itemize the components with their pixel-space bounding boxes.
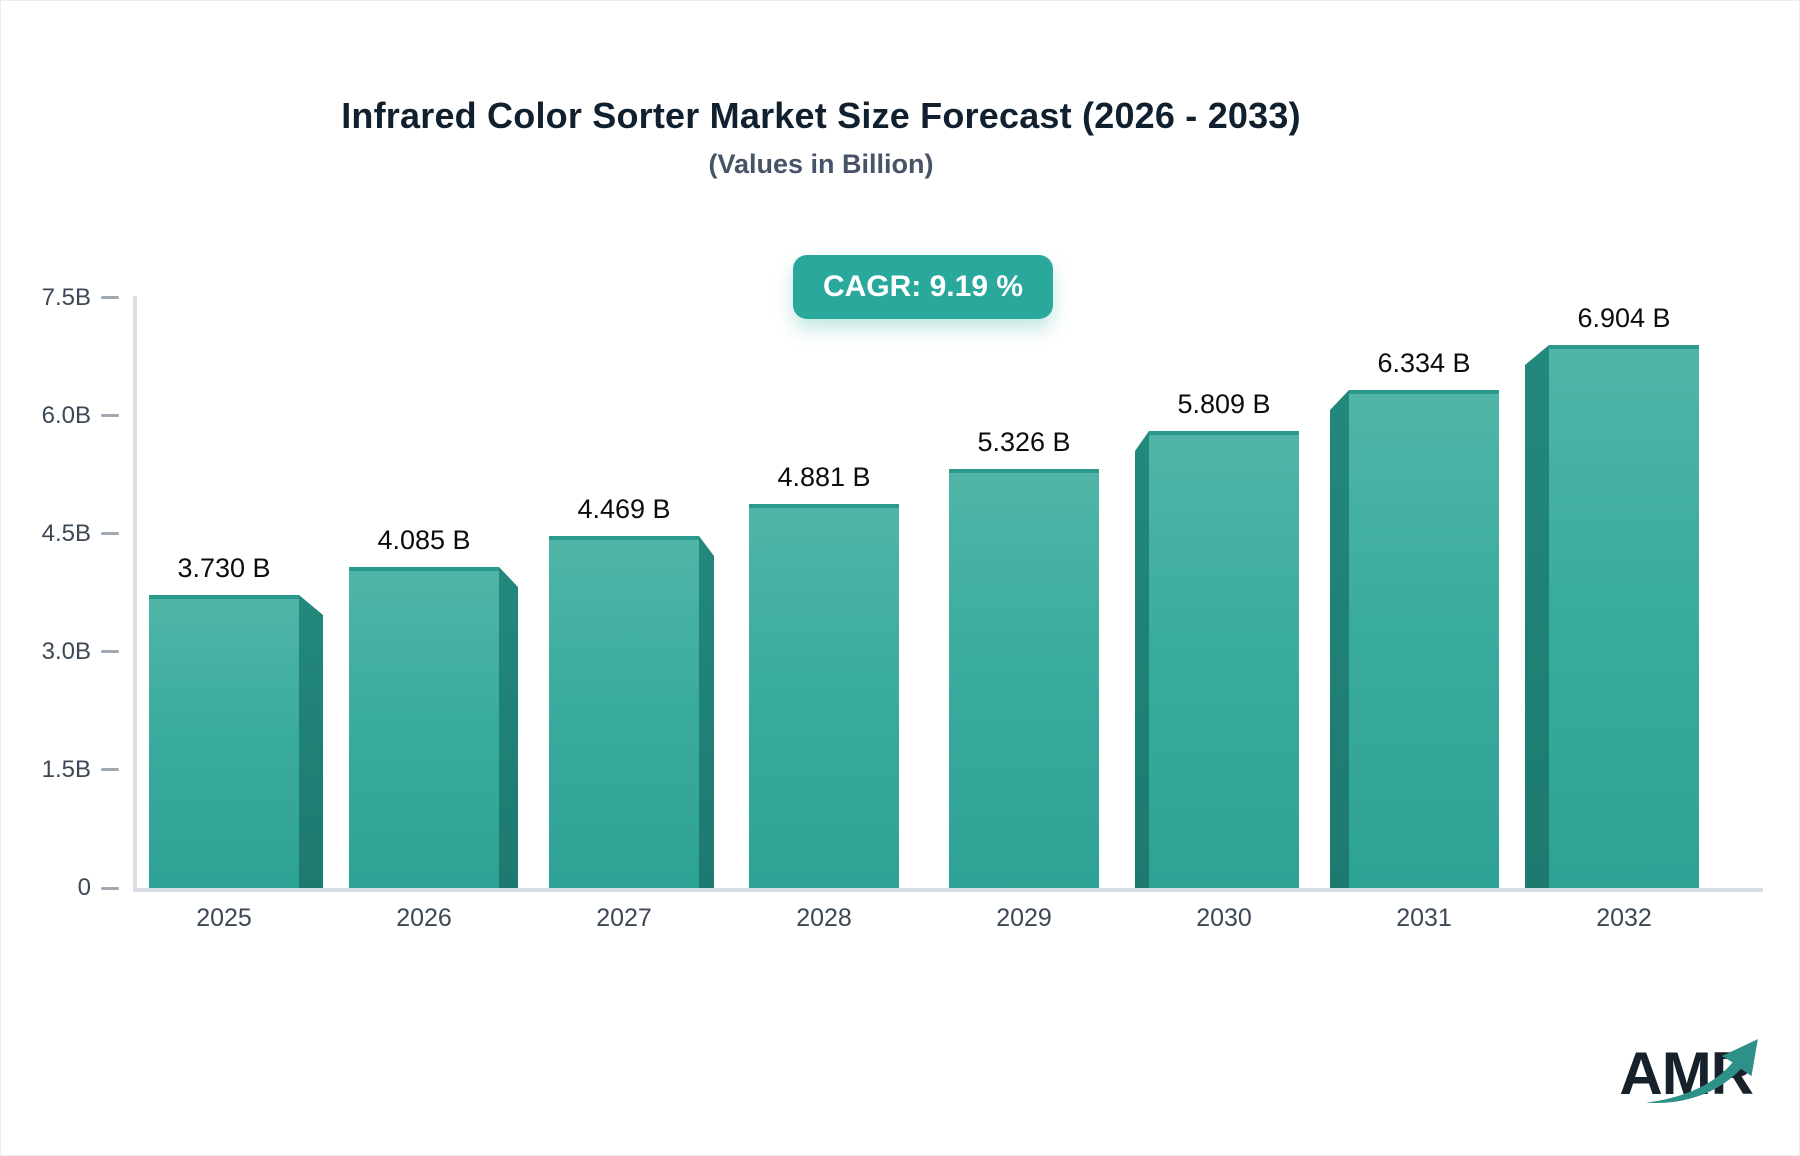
y-tick-label: 6.0B	[41, 401, 91, 429]
bar-2026	[349, 567, 499, 888]
bar-value-label: 4.085 B	[377, 525, 471, 555]
bar-3d-side	[1330, 390, 1349, 888]
bar-value-label: 4.881 B	[777, 462, 871, 492]
bar-value-label: 3.730 B	[177, 553, 271, 583]
y-tick-label: 1.5B	[41, 755, 91, 783]
y-tick-label: 0	[77, 874, 91, 901]
x-tick-label: 2030	[1196, 904, 1252, 932]
bar-2031	[1349, 390, 1499, 888]
x-tick-label: 2029	[996, 904, 1052, 932]
bar-2030	[1149, 431, 1299, 888]
chart-subtitle: (Values in Billion)	[708, 149, 934, 179]
x-tick-label: 2026	[396, 904, 452, 932]
y-tick-label: 7.5B	[41, 283, 91, 311]
chart-title: Infrared Color Sorter Market Size Foreca…	[341, 95, 1301, 136]
x-tick-label: 2028	[796, 904, 852, 932]
logo-arrow-icon	[1645, 1039, 1758, 1103]
y-axis-line	[133, 296, 137, 890]
x-tick-label: 2031	[1396, 904, 1452, 932]
bar-value-label: 6.334 B	[1377, 348, 1471, 378]
bar-3d-side	[1135, 431, 1149, 888]
x-tick-label: 2027	[596, 904, 652, 932]
bar-3d-side	[699, 536, 714, 888]
bar-value-label: 5.326 B	[977, 427, 1071, 457]
y-tick-label: 3.0B	[41, 637, 91, 665]
bar-2029	[949, 469, 1099, 888]
bar-3d-side	[1525, 345, 1549, 888]
y-tick-mark	[101, 296, 119, 300]
y-tick-label: 4.5B	[41, 519, 91, 547]
bar-2028	[749, 504, 899, 888]
y-tick-mark	[101, 768, 119, 772]
bar-value-label: 6.904 B	[1577, 303, 1671, 333]
cagr-badge: CAGR: 9.19 %	[792, 255, 1054, 319]
amr-logo: AMR	[1619, 1039, 1758, 1119]
bar-3d-side	[499, 567, 518, 888]
x-tick-label: 2032	[1596, 904, 1652, 932]
y-tick-mark	[101, 650, 119, 654]
x-axis-line	[133, 888, 1763, 892]
bar-3d-side	[299, 595, 323, 888]
y-tick-mark	[101, 414, 119, 418]
bar-2025	[149, 595, 299, 888]
y-tick-mark	[101, 532, 119, 536]
bar-value-label: 5.809 B	[1177, 389, 1271, 419]
bar-2027	[549, 536, 699, 888]
y-tick-mark	[101, 886, 119, 890]
x-tick-label: 2025	[196, 904, 252, 932]
bar-value-label: 4.469 B	[577, 494, 671, 524]
bar-2032	[1549, 345, 1699, 888]
